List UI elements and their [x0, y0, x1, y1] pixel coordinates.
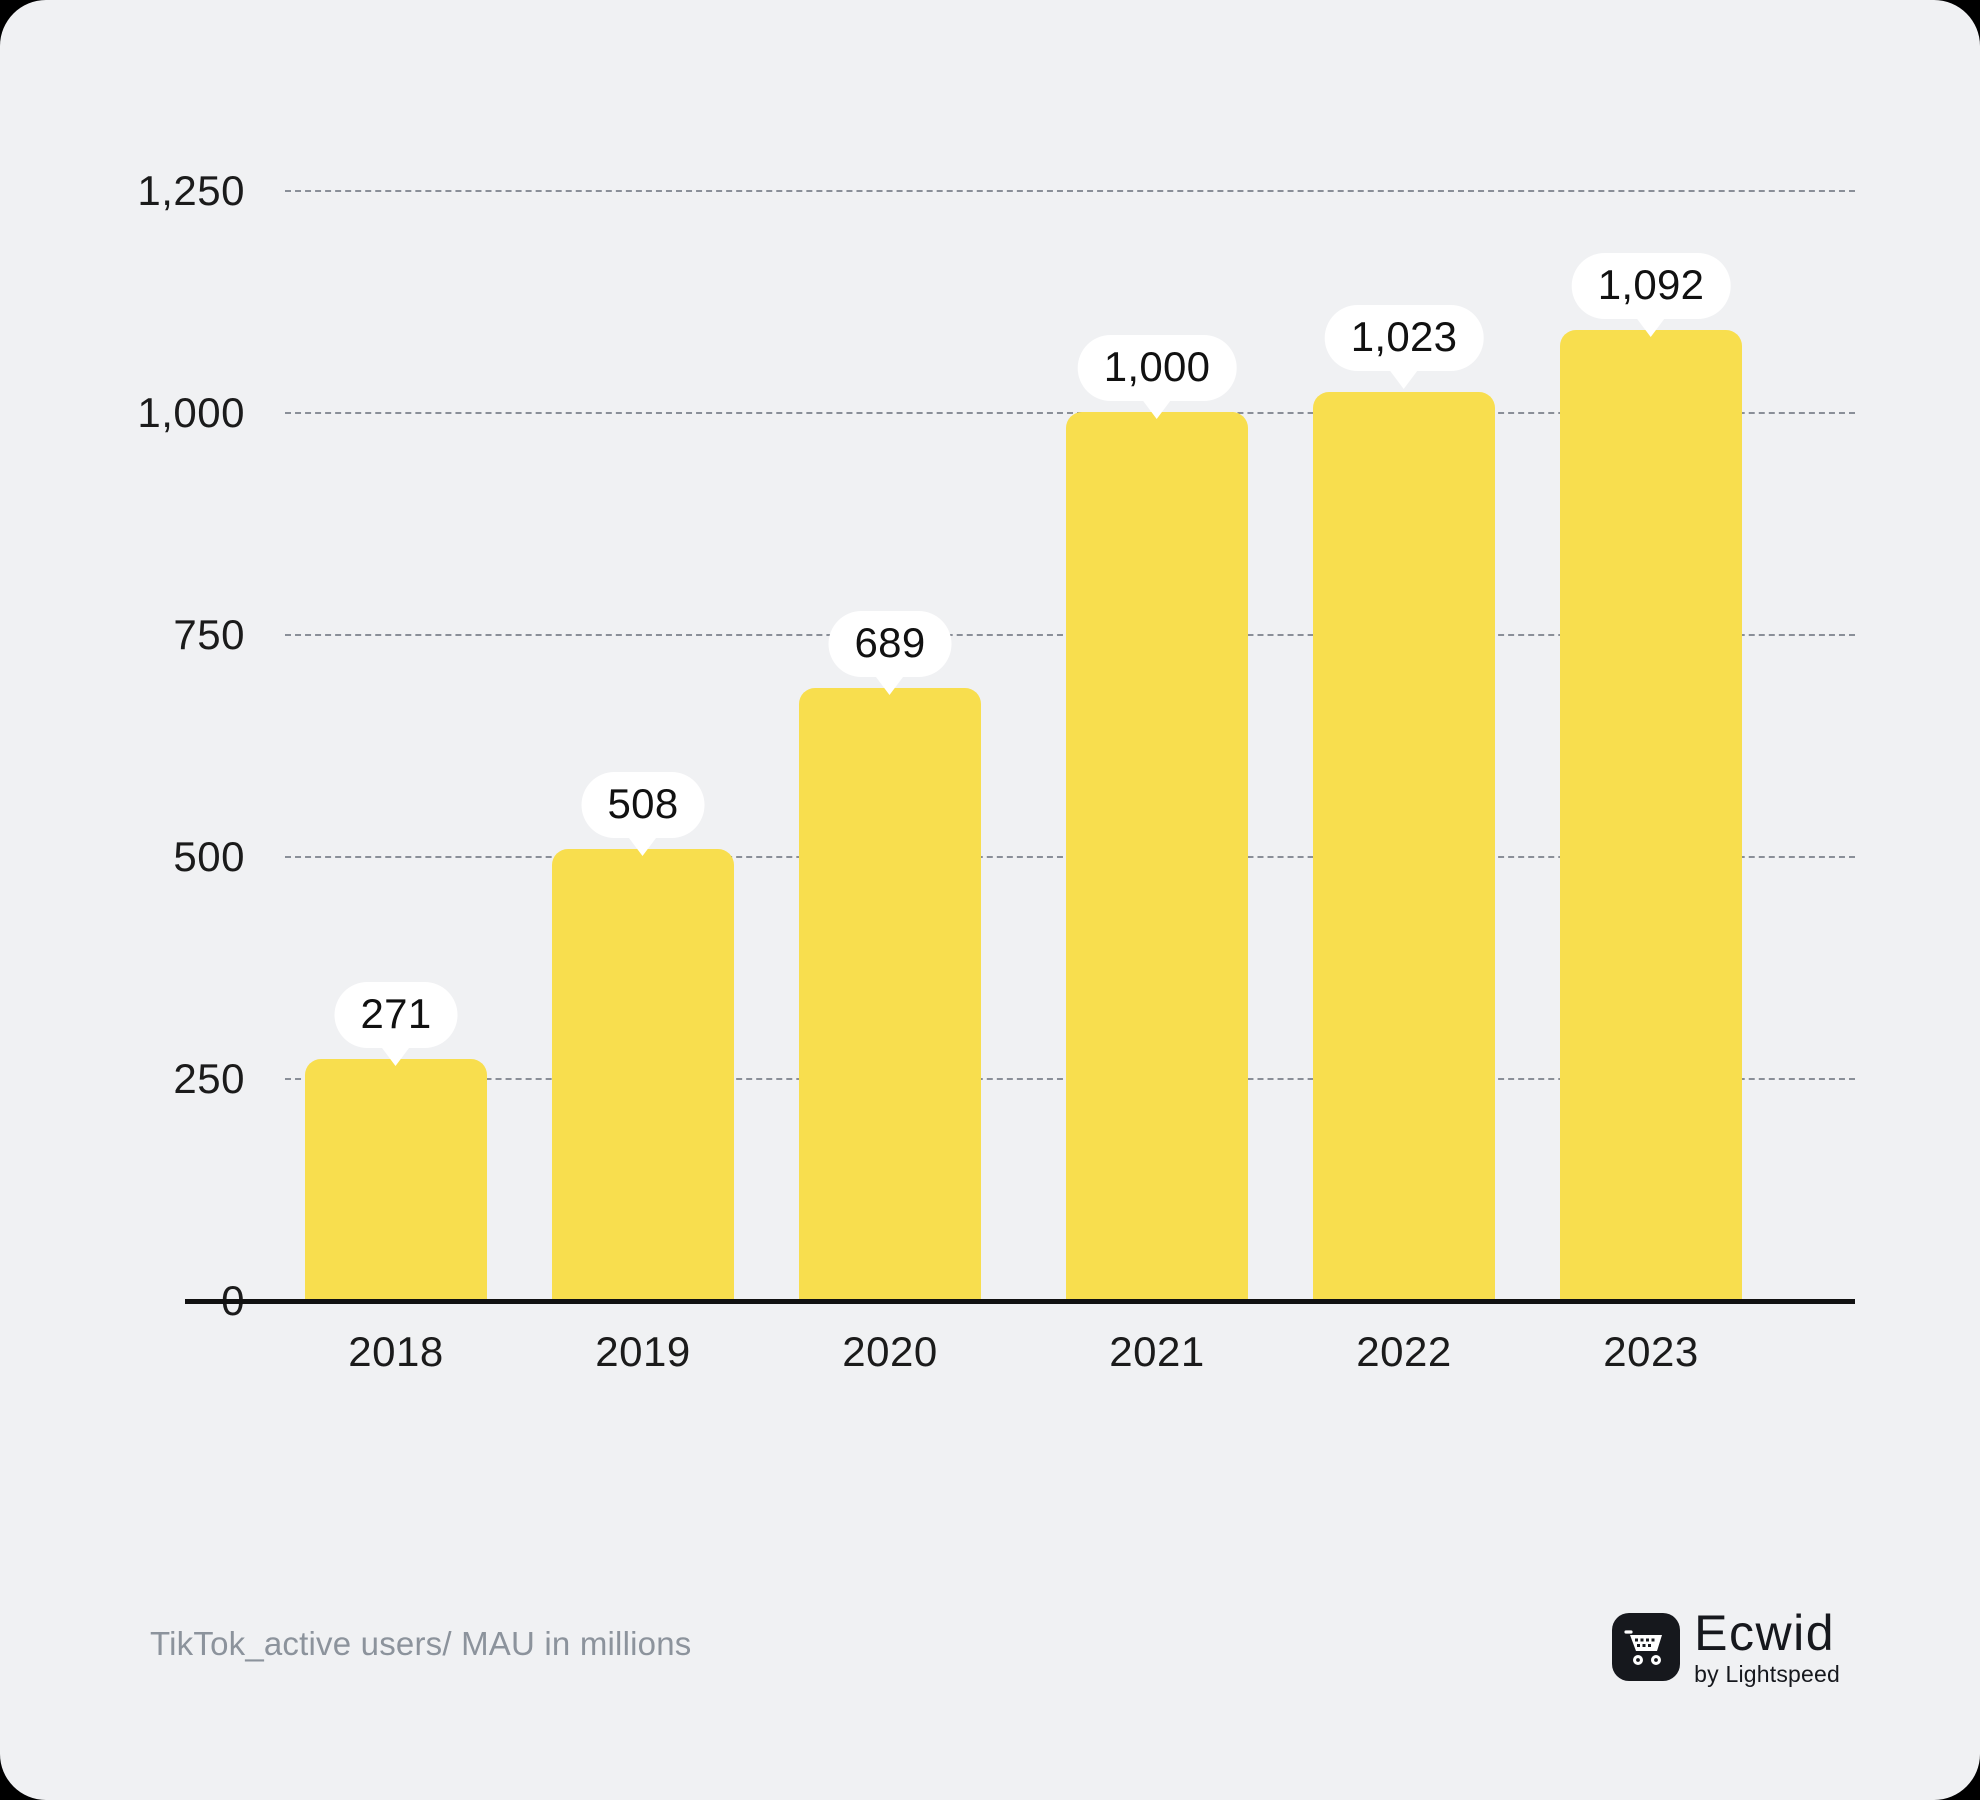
logo-tagline: by Lightspeed [1694, 1661, 1840, 1687]
chart-caption: TikTok_active users/ MAU in millions [150, 1625, 692, 1662]
x-axis-line [185, 1299, 1855, 1304]
x-axis-tick-label-2022: 2022 [1356, 1328, 1452, 1375]
value-label-2022: 1,023 [1324, 305, 1484, 390]
value-label-2021: 1,000 [1077, 335, 1237, 420]
x-axis-tick-label-2023: 2023 [1603, 1328, 1699, 1375]
ecwid-logo: Ecwid by Lightspeed [1612, 1608, 1840, 1686]
y-axis-tick-label: 250 [173, 1055, 245, 1102]
gridline-1250 [285, 190, 1855, 192]
bar-2018[interactable] [305, 1059, 487, 1300]
y-axis-tick-label: 500 [173, 833, 245, 880]
shopping-cart-icon [1612, 1613, 1681, 1681]
value-label-2023: 1,092 [1571, 253, 1731, 338]
value-label-2019: 508 [581, 772, 705, 857]
y-axis-tick-label: 750 [173, 611, 245, 658]
bar-2019[interactable] [552, 849, 734, 1300]
x-axis-tick-label-2021: 2021 [1109, 1328, 1205, 1375]
logo-brand-name: Ecwid [1694, 1605, 1836, 1661]
y-axis-tick-label: 1,000 [137, 389, 245, 436]
logo-text-block: Ecwid by Lightspeed [1694, 1608, 1840, 1686]
value-label-2018: 271 [334, 982, 458, 1067]
bar-2021[interactable] [1066, 412, 1248, 1300]
x-axis-tick-label-2020: 2020 [842, 1328, 938, 1375]
gridline-1000 [285, 412, 1855, 414]
x-axis-tick-label-2019: 2019 [595, 1328, 691, 1375]
value-label-2020: 689 [828, 611, 952, 696]
x-axis-tick-label-2018: 2018 [348, 1328, 444, 1375]
bar-2022[interactable] [1313, 392, 1495, 1300]
bar-2020[interactable] [799, 688, 981, 1300]
y-axis-tick-label: 1,250 [137, 167, 245, 214]
bar-2023[interactable] [1560, 330, 1742, 1300]
